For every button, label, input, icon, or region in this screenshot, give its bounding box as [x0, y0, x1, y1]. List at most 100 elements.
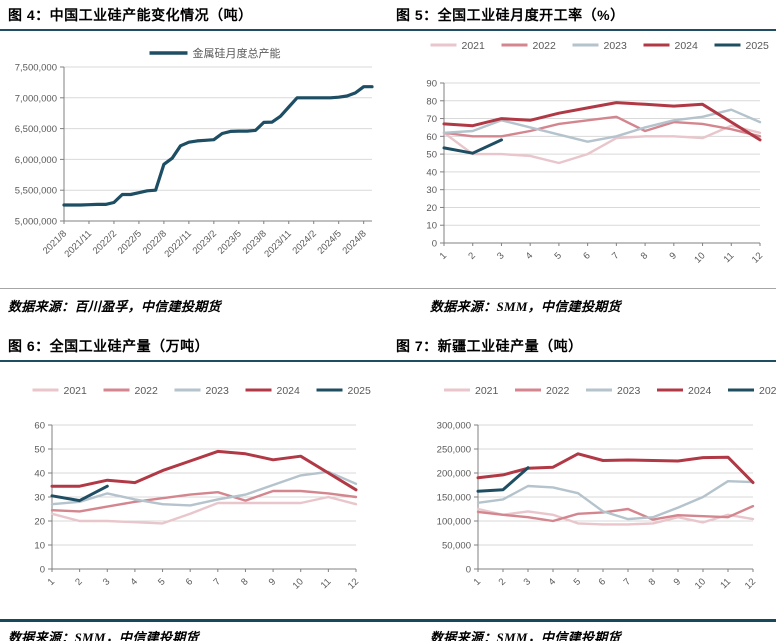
svg-text:6,000,000: 6,000,000: [15, 155, 57, 166]
svg-text:2: 2: [73, 576, 85, 588]
fig6-source-cell: 数据来源：SMM，中信建投期货: [0, 627, 388, 641]
legend-label-2023: 2023: [617, 385, 641, 397]
legend-label-2021: 2021: [462, 40, 486, 52]
svg-text:2022/5: 2022/5: [116, 228, 144, 256]
svg-text:3: 3: [101, 576, 113, 588]
bottom-source-row: 数据来源：SMM，中信建投期货 数据来源：SMM，中信建投期货: [0, 619, 776, 641]
svg-text:10: 10: [291, 576, 306, 591]
svg-text:10: 10: [693, 576, 708, 591]
axes: [443, 83, 760, 244]
series-2022-line: [442, 115, 762, 138]
series-2021-line: [442, 124, 762, 165]
svg-text:20: 20: [426, 203, 437, 214]
fig7-source-cell: 数据来源：SMM，中信建投期货: [388, 627, 776, 641]
svg-text:3: 3: [522, 576, 534, 588]
fig7-chart: 0 50,000 100,000 150,000 200,000 250,000 300,0…: [388, 362, 776, 619]
svg-text:12: 12: [743, 576, 758, 591]
svg-text:5: 5: [156, 576, 168, 588]
legend-item-2025: 2025: [714, 40, 770, 52]
series-2021-line: [50, 495, 358, 525]
series-2025-line: [50, 484, 109, 503]
svg-text:10: 10: [692, 250, 707, 265]
svg-text:40: 40: [426, 167, 437, 178]
fig6-chart: 0 10 20 30 40 50 60 1 2 3 4 5 6 7 8 9 10 11 12 2021 2022 2023…: [0, 362, 388, 619]
svg-text:30: 30: [34, 493, 45, 504]
svg-text:9: 9: [672, 576, 684, 588]
series-lines: [62, 85, 374, 207]
svg-text:7: 7: [622, 576, 634, 588]
series-2023-line: [442, 108, 762, 143]
fig7-title: 图 7：新疆工业硅产量（吨）: [388, 325, 776, 362]
svg-text:6: 6: [597, 576, 609, 588]
svg-text:8: 8: [639, 250, 651, 262]
legend-label-2024: 2024: [675, 40, 699, 52]
legend-label-金属硅月度总产能: 金属硅月度总产能: [193, 46, 281, 60]
legend-item-2024: 2024: [245, 385, 300, 397]
x-axis-labels: 1 2 3 4 5 6 7 8 9 10 11 12: [46, 569, 361, 592]
svg-text:9: 9: [267, 576, 279, 588]
svg-text:2022/11: 2022/11: [162, 228, 194, 260]
svg-text:5: 5: [572, 576, 584, 588]
legend-item-2022: 2022: [103, 385, 158, 397]
axes: [477, 425, 753, 570]
svg-text:1: 1: [472, 576, 484, 588]
svg-text:4: 4: [547, 576, 559, 588]
legend-item-2025: 2025: [316, 385, 372, 397]
svg-text:11: 11: [319, 576, 334, 591]
legend-item-2022: 2022: [515, 385, 570, 397]
gridlines: [52, 424, 356, 546]
legend-label-2025: 2025: [746, 40, 770, 52]
svg-text:7,000,000: 7,000,000: [15, 93, 57, 104]
x-axis-labels: 2021/82021/112022/22022/52022/82022/1120…: [41, 221, 369, 260]
x-axis-labels: 1 2 3 4 5 6 7 8 9 10 11 12: [472, 569, 758, 592]
svg-text:7: 7: [610, 250, 622, 262]
svg-text:2024/2: 2024/2: [291, 228, 319, 256]
svg-text:0: 0: [466, 565, 471, 576]
x-axis-labels: 1 2 3 4 5 6 7 8 9 10 11 12: [438, 243, 765, 266]
legend-label-2023: 2023: [206, 385, 230, 397]
svg-text:7,500,000: 7,500,000: [15, 63, 57, 74]
svg-text:2021/11: 2021/11: [63, 228, 95, 260]
gridlines: [64, 66, 372, 191]
top-charts-row: 图 4：中国工业硅产能变化情况（吨） 5,000,000 5,500,000 6,0…: [0, 0, 776, 288]
panel-fig6: 图 6：全国工业硅产量（万吨） 0 10 20 30 40 50 60 1 2 3 4 5 6 7 8 9 10…: [0, 325, 388, 619]
series-lines: [476, 452, 755, 526]
series-2025-line: [442, 138, 503, 155]
legend-item-2021: 2021: [32, 385, 88, 397]
svg-text:11: 11: [722, 250, 737, 265]
legend-item-2023: 2023: [572, 40, 627, 52]
bottom-charts-row: 图 6：全国工业硅产量（万吨） 0 10 20 30 40 50 60 1 2 3 4 5 6 7 8 9 10…: [0, 325, 776, 619]
svg-text:9: 9: [667, 250, 679, 262]
series-2024-line: [476, 452, 755, 485]
svg-text:4: 4: [524, 250, 536, 262]
fig4-plot: 5,000,000 5,500,000 6,000,000 6,500,000 7,00…: [15, 46, 374, 260]
svg-text:2022/2: 2022/2: [91, 228, 119, 256]
svg-text:40: 40: [34, 469, 45, 480]
svg-text:1: 1: [46, 576, 58, 588]
svg-text:5,500,000: 5,500,000: [15, 186, 57, 197]
series-2025-line: [476, 466, 530, 493]
legend-label-2021: 2021: [64, 385, 88, 397]
legend-item-2025: 2025: [728, 385, 776, 397]
svg-text:7: 7: [211, 576, 223, 588]
series-金属硅月度总产能-line: [62, 85, 374, 207]
svg-text:2024/8: 2024/8: [340, 228, 368, 256]
axes: [63, 67, 372, 222]
svg-text:80: 80: [426, 96, 437, 107]
fig5-chart: 0 10 20 30 40 50 60 70 80 90 1 2 3 4 5 6 7 8 9 10 11 12 2021 20…: [388, 31, 776, 288]
svg-text:2: 2: [466, 250, 478, 262]
svg-text:8: 8: [239, 576, 251, 588]
fig6-source: 数据来源：SMM，中信建投期货: [8, 630, 199, 641]
svg-text:2023/2: 2023/2: [191, 228, 219, 256]
svg-text:3: 3: [495, 250, 507, 262]
svg-text:90: 90: [426, 79, 437, 90]
y-axis-labels: 5,000,000 5,500,000 6,000,000 6,500,000 7,00…: [15, 63, 64, 228]
series-2023-line: [50, 470, 358, 507]
legend-label-2025: 2025: [348, 385, 372, 397]
fig7-source: 数据来源：SMM，中信建投期货: [430, 630, 621, 641]
svg-text:0: 0: [40, 565, 45, 576]
legend-label-2022: 2022: [533, 40, 557, 52]
series-2024-line: [442, 101, 762, 142]
legend-item-2024: 2024: [657, 385, 712, 397]
